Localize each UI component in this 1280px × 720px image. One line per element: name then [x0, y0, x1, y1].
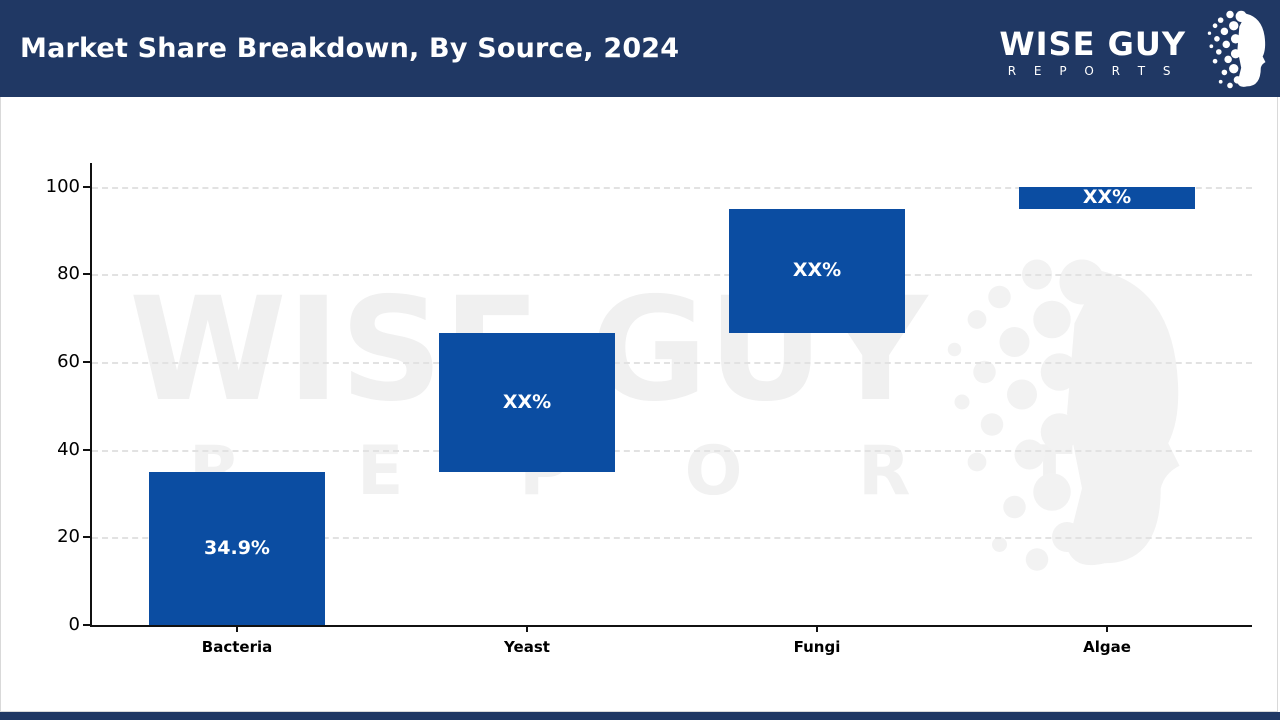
xtick-mark-yeast	[526, 625, 528, 632]
logo-brand-name: WISE GUY	[999, 25, 1186, 63]
bar-value-label-algae: XX%	[1082, 186, 1132, 209]
gridline-60	[92, 362, 1252, 364]
xtick-label-yeast: Yeast	[504, 638, 550, 656]
logo-brand-subtitle: R E P O R T S	[1007, 64, 1178, 78]
ytick-mark-80	[83, 273, 90, 276]
gridline-20	[92, 537, 1252, 540]
wise-guy-logo: WISE GUY R E P O R T S	[999, 6, 1268, 92]
header-bar: Market Share Breakdown, By Source, 2024 …	[0, 0, 1280, 97]
ytick-mark-40	[83, 448, 90, 451]
wiseguy-face-icon	[1207, 10, 1266, 89]
xtick-mark-algae	[1106, 625, 1108, 632]
plot-area: 0 20 40 60 80 100 34.9% Bacteria XX% Yeast XX% Fung…	[46, 163, 1252, 656]
ytick-label-40: 40	[57, 438, 80, 460]
bar-fungi: XX%	[729, 208, 905, 334]
ytick-label-20: 20	[57, 526, 80, 548]
ytick-label-80: 80	[57, 263, 80, 285]
ytick-label-60: 60	[57, 351, 80, 372]
ytick-label-100: 100	[45, 175, 80, 197]
ytick-label-0: 0	[68, 614, 80, 635]
bar-value-label-fungi: XX%	[792, 259, 842, 282]
gridline-80	[92, 274, 1252, 277]
bar-value-label-yeast: XX%	[502, 391, 552, 414]
bar-value-label-bacteria: 34.9%	[204, 537, 270, 559]
ytick-mark-60	[83, 361, 90, 363]
chart-title: Market Share Breakdown, By Source, 2024	[20, 33, 680, 64]
xtick-mark-fungi	[816, 625, 818, 632]
xtick-label-bacteria: Bacteria	[201, 638, 273, 656]
logo-text: WISE GUY R E P O R T S	[999, 28, 1186, 78]
ytick-mark-100	[83, 185, 90, 188]
bar-yeast: XX%	[439, 333, 615, 472]
xtick-label-fungi: Fungi	[793, 638, 841, 656]
xtick-label-algae: Algae	[1083, 638, 1131, 656]
bar-bacteria: 34.9%	[149, 472, 325, 625]
xtick-mark-bacteria	[236, 625, 238, 632]
bar-algae: XX%	[1019, 186, 1195, 209]
footer-bar	[0, 712, 1280, 720]
gridline-40	[92, 449, 1252, 452]
ytick-mark-0	[83, 624, 90, 626]
ytick-mark-20	[83, 536, 90, 539]
gridline-100	[92, 186, 1252, 189]
